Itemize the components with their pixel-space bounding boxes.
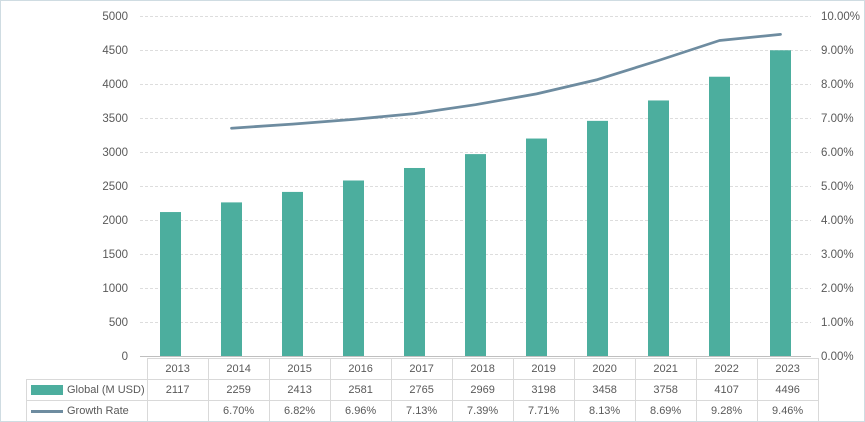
- right-axis-tick-label: 9.00%: [821, 45, 854, 57]
- growth-value-cell: 7.71%: [512, 400, 575, 421]
- global-value-cell: 2969: [451, 379, 514, 401]
- global-value-cell: 3198: [512, 379, 575, 401]
- left-axis-tick-label: 1000: [102, 283, 128, 295]
- year-cell: 2019: [512, 358, 575, 380]
- global-value-cell: 3458: [573, 379, 636, 401]
- chart-data-table: 2013 2014 2015 2016 2017 2018 2019 2020 2021 2022…: [26, 358, 819, 421]
- growth-value-cell: 8.69%: [634, 400, 697, 421]
- bar-2022: [709, 76, 730, 356]
- bar-2020: [587, 120, 608, 356]
- growth-value-cell: 7.13%: [390, 400, 453, 421]
- year-cell: 2023: [756, 358, 819, 380]
- left-axis-tick-label: 5000: [102, 11, 128, 23]
- bar-2021: [648, 100, 669, 357]
- bar-2017: [404, 167, 425, 356]
- left-axis-tick-label: 4000: [102, 79, 128, 91]
- line-swatch-icon: [31, 409, 63, 413]
- right-axis-tick-label: 3.00%: [821, 249, 854, 261]
- legend-global-label: Global (M USD): [67, 384, 145, 396]
- global-value-cell: 4496: [756, 379, 819, 401]
- left-axis-tick-label: 2500: [102, 181, 128, 193]
- year-cell: 2018: [451, 358, 514, 380]
- right-axis-tick-label: 7.00%: [821, 113, 854, 125]
- right-axis-tick-label: 8.00%: [821, 79, 854, 91]
- right-axis-tick-label: 4.00%: [821, 215, 854, 227]
- legend-growth-rate: Growth Rate: [26, 400, 148, 421]
- growth-value-cell: 6.96%: [329, 400, 392, 421]
- growth-value-cell: 6.70%: [207, 400, 270, 421]
- bar-2013: [160, 212, 181, 356]
- year-cell: 2021: [634, 358, 697, 380]
- growth-value-cell: 8.13%: [573, 400, 636, 421]
- year-cell: 2022: [695, 358, 758, 380]
- global-value-cell: 2581: [329, 379, 392, 401]
- bar-2023: [770, 50, 791, 356]
- right-axis-tick-label: 6.00%: [821, 147, 854, 159]
- right-axis-tick-label: 2.00%: [821, 283, 854, 295]
- global-value-cell: 3758: [634, 379, 697, 401]
- left-axis-tick-label: 1500: [102, 249, 128, 261]
- bar-swatch-icon: [31, 385, 63, 396]
- right-axis-tick-label: 5.00%: [821, 181, 854, 193]
- growth-value-cell: 9.46%: [756, 400, 819, 421]
- year-cell: 2020: [573, 358, 636, 380]
- global-value-cell: 2259: [207, 379, 270, 401]
- left-axis-tick-label: 500: [109, 317, 128, 329]
- global-value-cell: 2117: [146, 379, 209, 401]
- bar-2016: [343, 180, 364, 356]
- left-axis-tick-label: 0: [122, 351, 128, 363]
- bar-2019: [526, 138, 547, 356]
- year-cell: 2017: [390, 358, 453, 380]
- growth-value-cell: [146, 400, 209, 421]
- table-corner-cell: [27, 359, 148, 380]
- left-axis-tick-label: 3000: [102, 147, 128, 159]
- growth-value-cell: 7.39%: [451, 400, 514, 421]
- growth-value-cell: 6.82%: [268, 400, 331, 421]
- right-axis-tick-label: 0.00%: [821, 351, 854, 363]
- left-axis-tick-label: 2000: [102, 215, 128, 227]
- global-value-cell: 4107: [695, 379, 758, 401]
- global-value-cell: 2413: [268, 379, 331, 401]
- legend-growth-rate-label: Growth Rate: [67, 405, 129, 417]
- global-value-cell: 2765: [390, 379, 453, 401]
- year-cell: 2014: [207, 358, 270, 380]
- growth-value-cell: 9.28%: [695, 400, 758, 421]
- legend-global: Global (M USD): [26, 379, 148, 401]
- right-axis-tick-label: 1.00%: [821, 317, 854, 329]
- growth-rate-line: [230, 33, 782, 130]
- year-cell: 2015: [268, 358, 331, 380]
- bar-2014: [221, 202, 242, 356]
- right-axis-tick-label: 10.00%: [821, 11, 860, 23]
- bar-2015: [282, 191, 303, 356]
- left-axis-tick-label: 4500: [102, 45, 128, 57]
- left-axis-tick-label: 3500: [102, 113, 128, 125]
- year-cell: 2016: [329, 358, 392, 380]
- year-cell: 2013: [146, 358, 209, 380]
- bar-2018: [465, 154, 486, 356]
